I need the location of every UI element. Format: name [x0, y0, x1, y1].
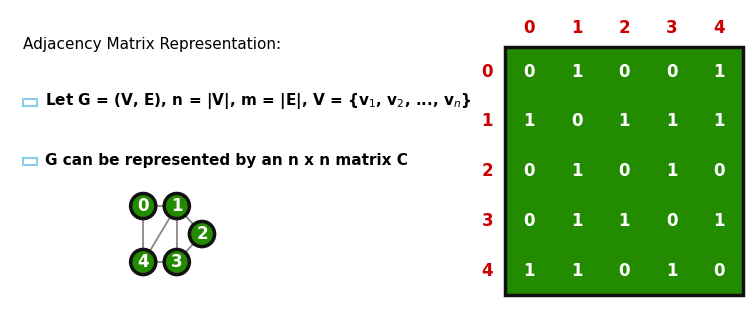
- Text: 0: 0: [523, 212, 535, 230]
- Text: 1: 1: [666, 112, 678, 130]
- Text: 0: 0: [618, 63, 630, 81]
- Text: 2: 2: [618, 19, 630, 37]
- Text: 1: 1: [523, 112, 535, 130]
- Text: 0: 0: [666, 63, 678, 81]
- Text: 3: 3: [171, 253, 183, 271]
- Text: 1: 1: [523, 262, 535, 280]
- Text: 1: 1: [666, 262, 678, 280]
- Text: 1: 1: [571, 162, 582, 180]
- Text: 0: 0: [481, 63, 493, 81]
- Circle shape: [164, 249, 190, 275]
- Text: 4: 4: [138, 253, 149, 271]
- Circle shape: [164, 193, 190, 219]
- Text: 0: 0: [523, 162, 535, 180]
- Text: 3: 3: [481, 212, 493, 230]
- Text: 0: 0: [523, 63, 535, 81]
- Text: 0: 0: [714, 162, 725, 180]
- Text: 0: 0: [138, 197, 149, 215]
- Text: 1: 1: [714, 112, 725, 130]
- Text: 4: 4: [481, 262, 493, 280]
- Text: 1: 1: [171, 197, 183, 215]
- Text: G can be represented by an n x n matrix C: G can be represented by an n x n matrix …: [45, 153, 408, 168]
- Text: 0: 0: [618, 262, 630, 280]
- Text: 2: 2: [196, 225, 208, 243]
- Text: 1: 1: [618, 112, 630, 130]
- Text: 1: 1: [481, 112, 493, 130]
- Text: 1: 1: [714, 63, 725, 81]
- Circle shape: [131, 193, 156, 219]
- Text: 0: 0: [571, 112, 582, 130]
- Circle shape: [131, 249, 156, 275]
- Text: 1: 1: [571, 212, 582, 230]
- Text: 3: 3: [666, 19, 678, 37]
- Text: 1: 1: [618, 212, 630, 230]
- Text: 2: 2: [481, 162, 493, 180]
- Text: 1: 1: [571, 262, 582, 280]
- Circle shape: [190, 221, 214, 247]
- Text: Adjacency Matrix Representation:: Adjacency Matrix Representation:: [23, 37, 280, 52]
- Text: 0: 0: [523, 19, 535, 37]
- Text: 1: 1: [571, 63, 582, 81]
- Text: 1: 1: [714, 212, 725, 230]
- Text: 0: 0: [618, 162, 630, 180]
- Text: Let G = (V, E), n = |V|, m = |E|, V = {v$_1$, v$_2$, ..., v$_n$}: Let G = (V, E), n = |V|, m = |E|, V = {v…: [45, 91, 472, 111]
- Text: 0: 0: [714, 262, 725, 280]
- Text: 1: 1: [666, 162, 678, 180]
- Text: 4: 4: [714, 19, 725, 37]
- Text: 0: 0: [666, 212, 678, 230]
- Bar: [505, 47, 743, 295]
- Text: 1: 1: [571, 19, 582, 37]
